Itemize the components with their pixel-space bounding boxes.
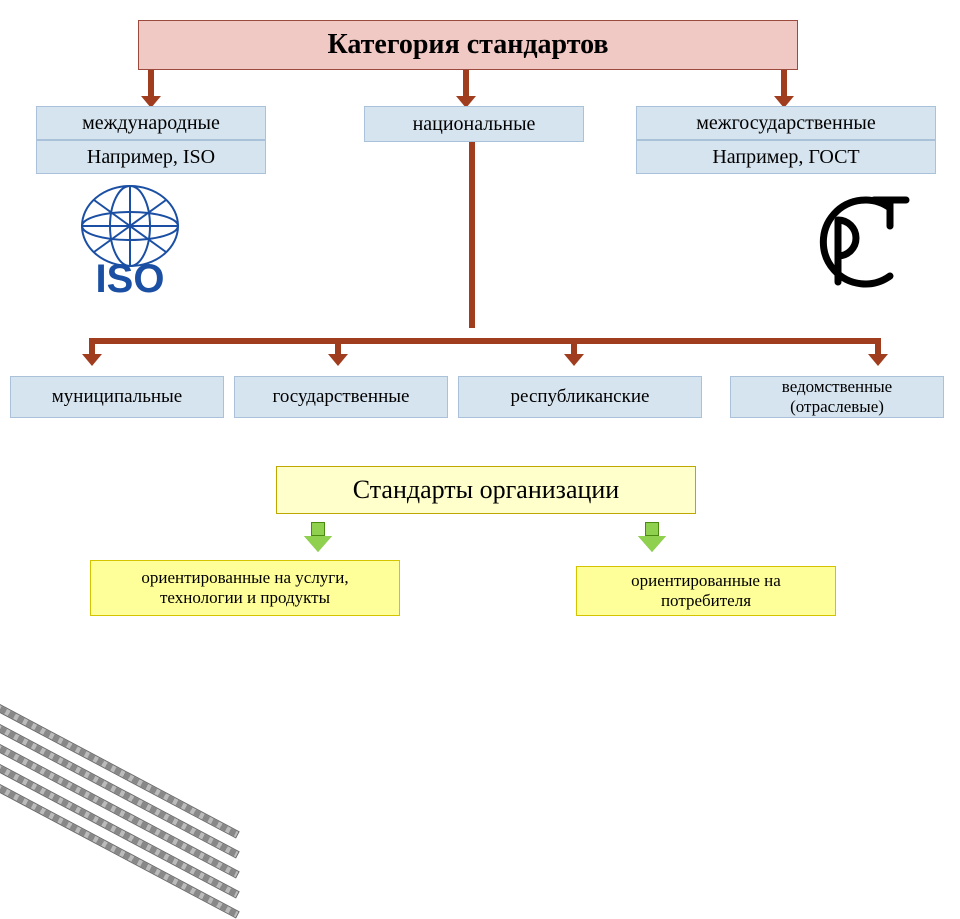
org-left-text: ориентированные на услуги, технологии и … [101,568,389,608]
arrow-title-to-center [456,70,476,108]
arrow-center-down [469,142,475,328]
row1-left-example: Например, ISO [36,140,266,174]
row1-right-example-text: Например, ГОСТ [712,146,859,169]
row2-label-1: государственные [273,386,410,408]
row2-label-2: республиканские [511,386,650,408]
row1-center-label-text: национальные [413,113,536,136]
arrow-hbar-to-row2-3 [868,338,888,366]
iso-logo-icon: ISO [60,182,200,302]
org-left-box: ориентированные на услуги, технологии и … [90,560,400,616]
row1-right-label: межгосударственные [636,106,936,140]
row1-left-label-text: международные [82,112,220,135]
horizontal-connector [90,338,880,344]
row1-right-example: Например, ГОСТ [636,140,936,174]
arrow-hbar-to-row2-1 [328,338,348,366]
org-title-text: Стандарты организации [353,475,619,505]
org-right-box: ориентированные на потребителя [576,566,836,616]
row2-box-1: государственные [234,376,448,418]
row1-left-label: международные [36,106,266,140]
arrow-hbar-to-row2-2 [564,338,584,366]
title-box: Категория стандартов [138,20,798,70]
svg-text:ISO: ISO [96,257,165,301]
arrow-title-to-right [774,70,794,108]
gost-logo-icon [790,186,910,296]
row1-center-label: национальные [364,106,584,142]
org-right-text: ориентированные на потребителя [587,571,825,611]
arrow-title-to-left [141,70,161,108]
row2-box-0: муниципальные [10,376,224,418]
green-arrow-right [638,522,666,556]
arrow-hbar-to-row2-0 [82,338,102,366]
row2-label-0: муниципальные [52,386,182,408]
row1-right-label-text: межгосударственные [696,112,876,135]
row2-box-2: республиканские [458,376,702,418]
green-arrow-left [304,522,332,556]
org-title-box: Стандарты организации [276,466,696,514]
row1-left-example-text: Например, ISO [87,146,215,169]
row2-box-3: ведомственные (отраслевые) [730,376,944,418]
title-text: Категория стандартов [327,29,608,61]
row2-label-3: ведомственные (отраслевые) [782,377,892,417]
